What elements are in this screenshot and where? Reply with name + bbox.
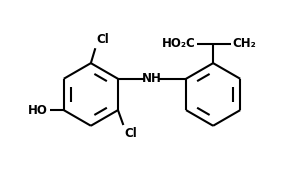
Text: HO: HO xyxy=(27,104,47,117)
Text: NH: NH xyxy=(142,72,162,85)
Text: CH₂: CH₂ xyxy=(232,37,256,50)
Text: Cl: Cl xyxy=(124,127,137,140)
Text: HO₂C: HO₂C xyxy=(161,37,195,50)
Text: Cl: Cl xyxy=(96,33,109,46)
